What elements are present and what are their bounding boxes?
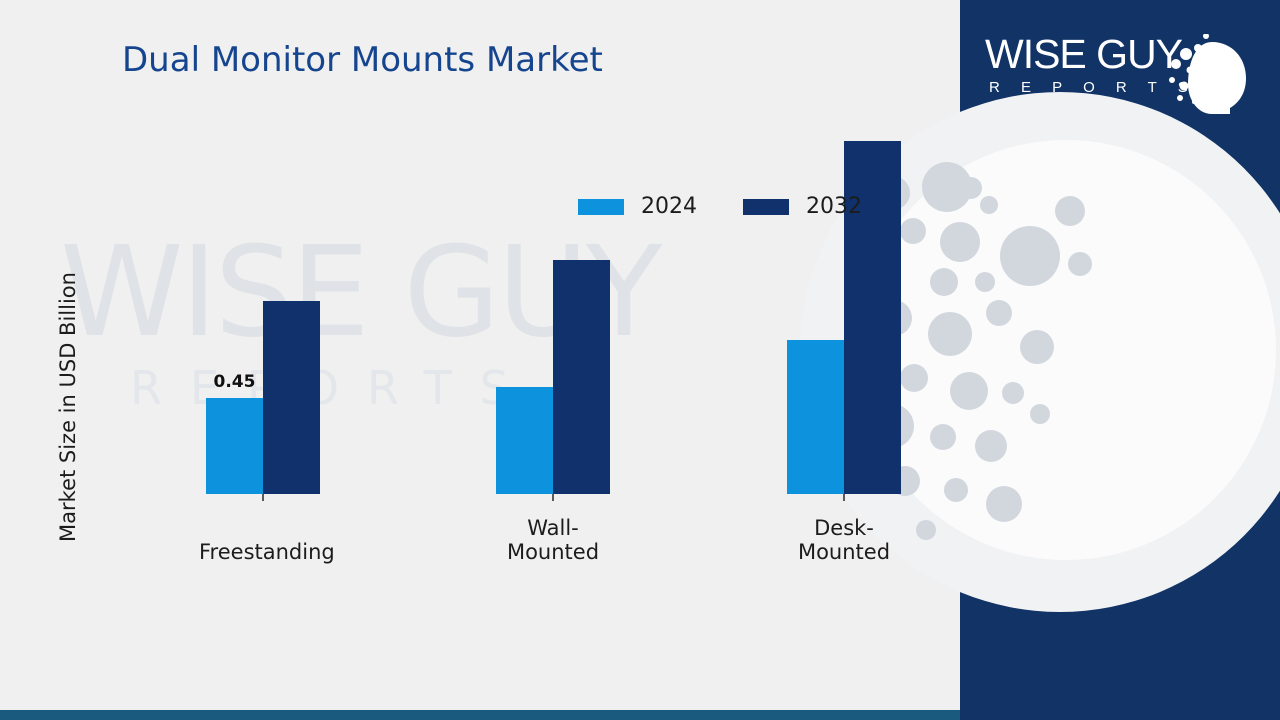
bar-freestanding-2024[interactable]: 0.45 xyxy=(206,372,263,494)
head-profile-icon xyxy=(1169,34,1246,114)
bars-area: 0.45 Freestanding Wall-Mounted xyxy=(199,141,901,564)
bar-wall-mounted-2024[interactable] xyxy=(496,387,553,494)
legend-item-2024[interactable]: 2024 xyxy=(578,194,697,219)
bar-group-freestanding: 0.45 Freestanding xyxy=(199,301,335,564)
legend-label-2024: 2024 xyxy=(641,194,697,219)
logo-wordmark: WISE GUY xyxy=(985,31,1183,77)
axis-tick xyxy=(843,494,845,501)
bar-group-desk-mounted: Desk-Mounted xyxy=(787,141,901,564)
legend-label-2032: 2032 xyxy=(806,194,862,219)
bar-desk-mounted-2024[interactable] xyxy=(787,340,844,494)
bottom-accent-bar xyxy=(0,710,960,720)
bar-freestanding-2032[interactable] xyxy=(263,301,320,494)
legend-swatch-2032 xyxy=(743,198,789,215)
legend-item-2032[interactable]: 2032 xyxy=(743,194,862,219)
bar-wall-mounted-2032[interactable] xyxy=(553,260,610,494)
axis-tick xyxy=(552,494,554,501)
bar-desk-mounted-2032[interactable] xyxy=(844,141,901,494)
bar-value-label: 0.45 xyxy=(213,372,256,392)
bar-group-wall-mounted: Wall-Mounted xyxy=(496,260,610,564)
axis-tick xyxy=(262,494,264,501)
chart-plot-area: Market Size in USD Billion 2024 2032 0.4… xyxy=(56,141,901,564)
logo-subtext: R E P O R T S xyxy=(989,79,1197,96)
chart-legend: 2024 2032 xyxy=(578,194,862,219)
category-label-wall-mounted: Wall-Mounted xyxy=(506,516,600,564)
category-label-freestanding: Freestanding xyxy=(199,540,335,564)
page-title: Dual Monitor Mounts Market xyxy=(122,40,603,80)
brand-logo: WISE GUY R E P O R T S xyxy=(985,30,1250,122)
category-label-desk-mounted: Desk-Mounted xyxy=(797,516,891,564)
legend-swatch-2024 xyxy=(578,198,624,215)
